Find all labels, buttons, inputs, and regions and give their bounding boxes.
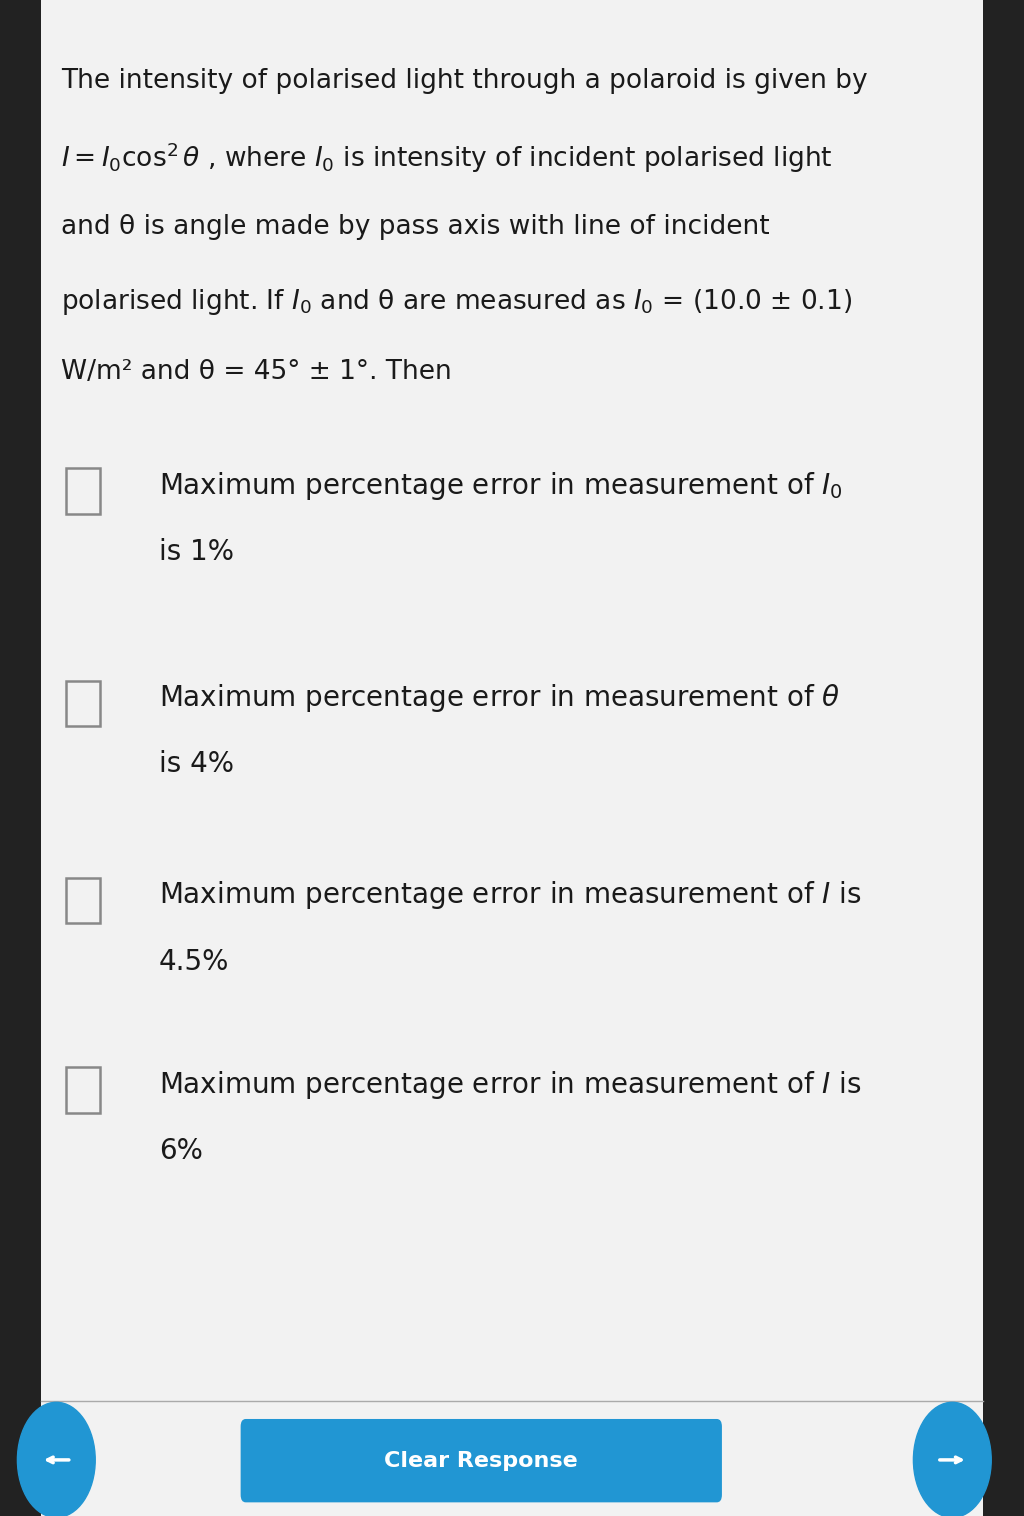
- Text: 6%: 6%: [159, 1137, 203, 1164]
- Bar: [983, 0, 1024, 1516]
- Text: Maximum percentage error in measurement of $\theta$: Maximum percentage error in measurement …: [159, 682, 840, 714]
- FancyBboxPatch shape: [241, 1419, 722, 1502]
- Text: and θ is angle made by pass axis with line of incident: and θ is angle made by pass axis with li…: [61, 214, 770, 240]
- Text: $I = I_0\cos^2\theta$ , where $I_0$ is intensity of incident polarised light: $I = I_0\cos^2\theta$ , where $I_0$ is i…: [61, 141, 833, 176]
- Text: The intensity of polarised light through a polaroid is given by: The intensity of polarised light through…: [61, 68, 868, 94]
- Text: 4.5%: 4.5%: [159, 948, 229, 975]
- Circle shape: [17, 1402, 95, 1516]
- Text: is 4%: is 4%: [159, 750, 233, 778]
- Text: Clear Response: Clear Response: [384, 1451, 579, 1471]
- Text: Maximum percentage error in measurement of $I$ is: Maximum percentage error in measurement …: [159, 879, 861, 911]
- Text: Maximum percentage error in measurement of $I$ is: Maximum percentage error in measurement …: [159, 1069, 861, 1101]
- Text: Maximum percentage error in measurement of $I_0$: Maximum percentage error in measurement …: [159, 470, 843, 502]
- Bar: [0, 0, 41, 1516]
- Circle shape: [913, 1402, 991, 1516]
- Text: is 1%: is 1%: [159, 538, 233, 565]
- Text: polarised light. If $I_0$ and θ are measured as $I_0$ = (10.0 ± 0.1): polarised light. If $I_0$ and θ are meas…: [61, 287, 853, 317]
- Text: W/m² and θ = 45° ± 1°. Then: W/m² and θ = 45° ± 1°. Then: [61, 359, 453, 385]
- Bar: [41, 1402, 983, 1516]
